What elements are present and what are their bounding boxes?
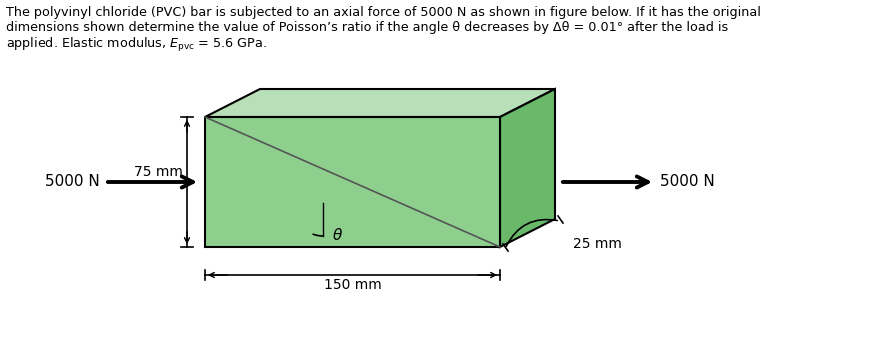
Text: 5000 N: 5000 N	[46, 175, 100, 189]
Polygon shape	[500, 89, 555, 247]
Text: applied. Elastic modulus, $E_{\mathrm{pvc}}$ = 5.6 GPa.: applied. Elastic modulus, $E_{\mathrm{pv…	[6, 36, 267, 54]
Polygon shape	[205, 117, 500, 247]
Text: The polyvinyl chloride (PVC) bar is subjected to an axial force of 5000 N as sho: The polyvinyl chloride (PVC) bar is subj…	[6, 6, 761, 19]
Text: 25 mm: 25 mm	[573, 237, 622, 251]
FancyArrowPatch shape	[507, 220, 557, 246]
Text: dimensions shown determine the value of Poisson’s ratio if the angle θ decreases: dimensions shown determine the value of …	[6, 21, 728, 34]
Text: 75 mm: 75 mm	[134, 165, 183, 179]
Text: 5000 N: 5000 N	[660, 175, 715, 189]
Polygon shape	[205, 89, 555, 117]
Text: 150 mm: 150 mm	[324, 278, 382, 292]
Text: θ: θ	[333, 228, 342, 243]
